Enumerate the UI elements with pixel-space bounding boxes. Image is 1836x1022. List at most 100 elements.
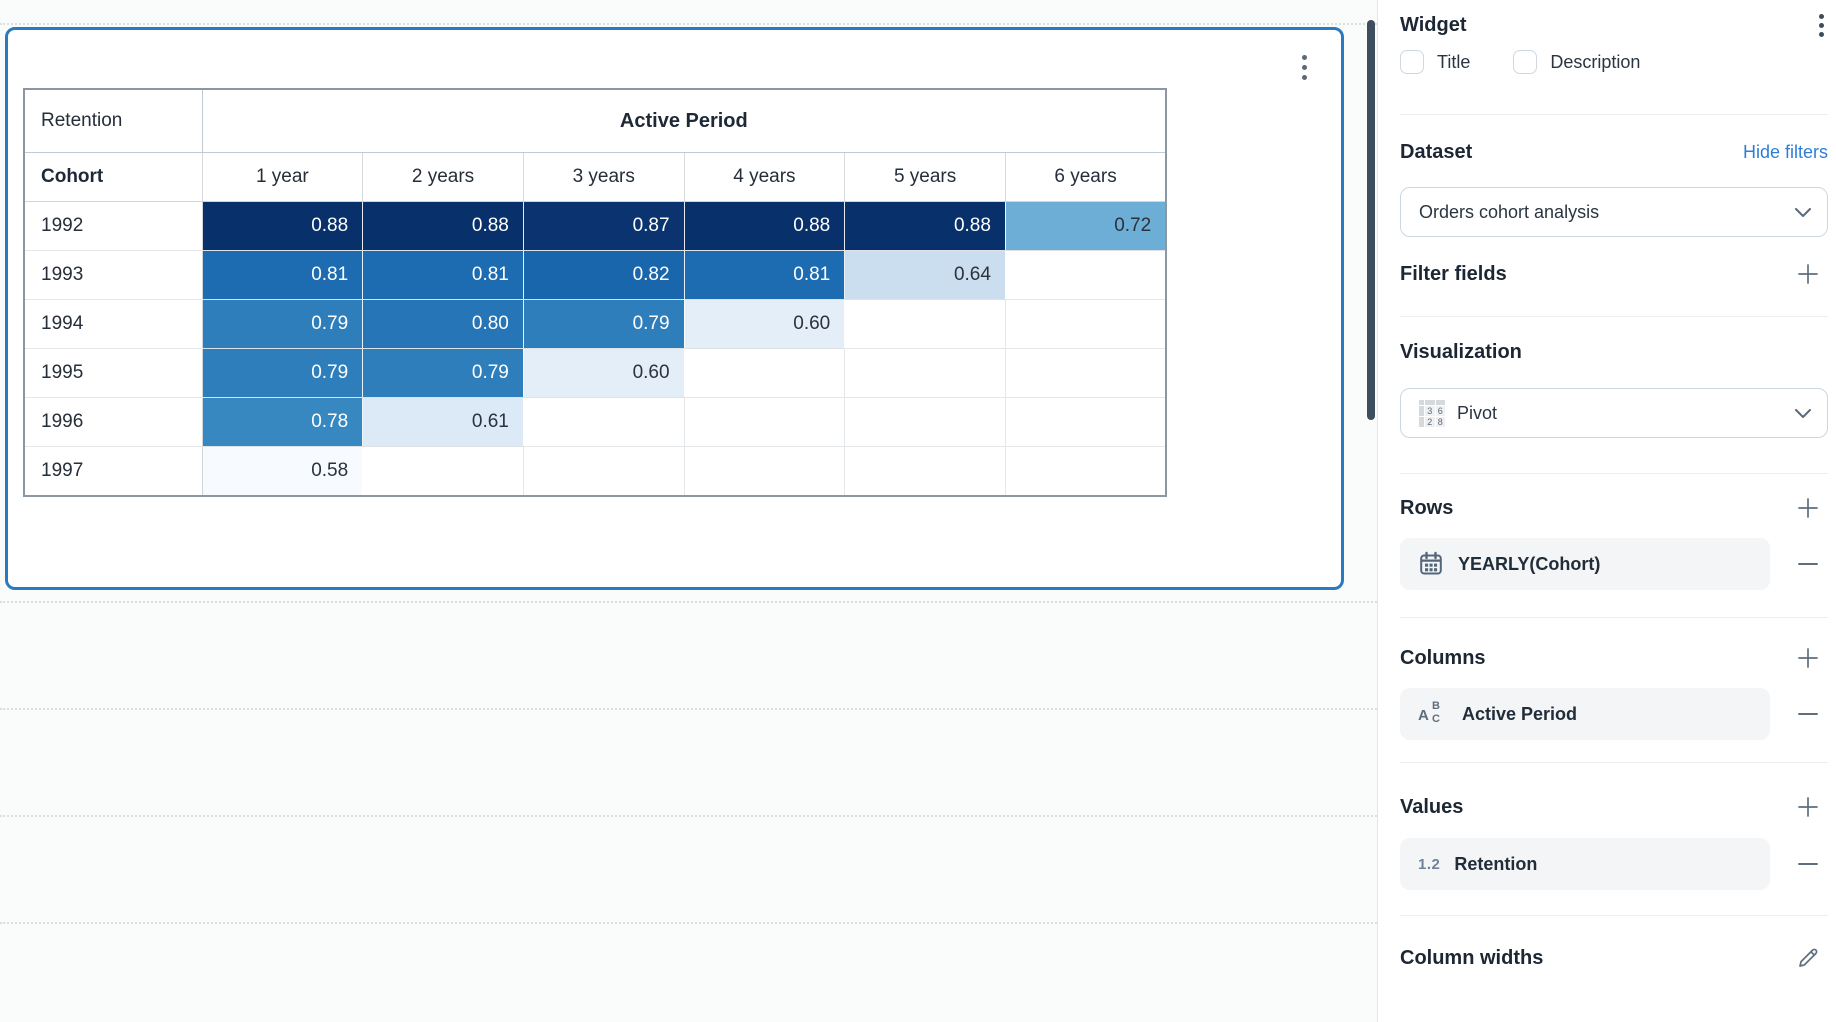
number-field-icon: 1.2 — [1418, 855, 1441, 873]
rows-field-row: YEARLY(Cohort) — [1400, 538, 1828, 590]
pivot-cell[interactable]: 0.88 — [201, 201, 364, 251]
pivot-cell — [1004, 446, 1167, 497]
pivot-cell[interactable]: 0.88 — [362, 201, 524, 251]
pivot-cell[interactable]: 0.60 — [683, 299, 846, 349]
dataset-header: Dataset Hide filters — [1400, 141, 1828, 164]
rows-field-pill[interactable]: YEARLY(Cohort) — [1400, 538, 1770, 590]
pivot-cell[interactable]: 0.80 — [362, 299, 524, 349]
visualization-heading: Visualization — [1400, 341, 1522, 363]
pivot-cell — [522, 446, 685, 497]
description-checkbox[interactable] — [1513, 50, 1538, 74]
pivot-cell — [1004, 348, 1167, 398]
remove-value-field-button[interactable] — [1796, 852, 1820, 876]
rows-field-label: YEARLY(Cohort) — [1458, 553, 1601, 574]
pivot-cell — [844, 348, 1006, 398]
pivot-cell — [844, 299, 1006, 349]
values-heading: Values — [1400, 795, 1464, 818]
pivot-cell[interactable]: 0.60 — [522, 348, 685, 398]
remove-column-field-button[interactable] — [1796, 702, 1820, 726]
chevron-down-icon — [1795, 408, 1811, 418]
sidebar-header: Widget — [1400, 10, 1828, 41]
grid-dotted-line — [0, 708, 1377, 710]
description-checkbox-label: Description — [1550, 51, 1641, 72]
remove-row-field-button[interactable] — [1796, 552, 1820, 576]
pivot-cell[interactable]: 0.79 — [201, 299, 364, 349]
pivot-cell[interactable]: 0.81 — [683, 250, 846, 300]
canvas-scrollbar-thumb[interactable] — [1367, 20, 1375, 420]
pivot-cell[interactable]: 0.58 — [201, 446, 364, 497]
divider — [1400, 762, 1828, 763]
edit-column-widths-button[interactable] — [1796, 946, 1820, 970]
pivot-cell[interactable]: 0.88 — [844, 201, 1006, 251]
values-header: Values — [1400, 795, 1828, 819]
pivot-cell[interactable]: 0.87 — [522, 201, 685, 251]
divider — [1400, 114, 1828, 115]
pivot-cell[interactable]: 0.82 — [522, 250, 685, 300]
pivot-column-header: 2 years — [362, 152, 524, 202]
dataset-select-value: Orders cohort analysis — [1419, 201, 1600, 222]
pivot-row-label: 1992 — [23, 201, 203, 251]
add-filter-field-button[interactable] — [1796, 262, 1820, 286]
grid-dotted-line — [0, 601, 1377, 603]
pivot-cell — [683, 446, 846, 497]
rows-heading: Rows — [1400, 496, 1454, 519]
pivot-cell[interactable]: 0.79 — [201, 348, 364, 398]
pivot-row-label: 1995 — [23, 348, 203, 398]
pivot-cell[interactable]: 0.81 — [201, 250, 364, 300]
sidebar-menu-kebab-icon[interactable] — [1815, 10, 1828, 41]
divider — [1400, 316, 1828, 317]
visualization-select[interactable]: 3 6 2 8 Pivot — [1400, 388, 1828, 438]
pivot-cell[interactable]: 0.64 — [844, 250, 1006, 300]
pivot-column-header: 3 years — [522, 152, 685, 202]
widget-settings-sidebar: Widget Title Description Dataset Hide fi… — [1378, 0, 1836, 1022]
column-widths-header: Column widths — [1400, 946, 1828, 970]
pivot-column-group-label: Active Period — [201, 88, 1167, 153]
pivot-row-label: 1994 — [23, 299, 203, 349]
pivot-cell — [683, 348, 846, 398]
pivot-widget-card[interactable]: Retention Active Period Cohort 1 year 2 year… — [5, 27, 1344, 590]
dashboard-canvas: Retention Active Period Cohort 1 year 2 year… — [0, 23, 1377, 924]
title-checkbox-label: Title — [1437, 51, 1471, 72]
columns-field-label: Active Period — [1462, 703, 1578, 724]
visualization-select-value: Pivot — [1457, 402, 1498, 423]
pivot-cell — [844, 397, 1006, 447]
pivot-cell[interactable]: 0.81 — [362, 250, 524, 300]
sidebar-title: Widget — [1400, 14, 1467, 36]
divider — [1400, 617, 1828, 618]
panel-separator — [1377, 0, 1378, 1022]
hide-filters-link[interactable]: Hide filters — [1742, 142, 1828, 162]
columns-heading: Columns — [1400, 646, 1486, 669]
divider — [1400, 473, 1828, 474]
pivot-cell[interactable]: 0.78 — [201, 397, 364, 447]
plus-icon — [1798, 498, 1818, 518]
add-column-field-button[interactable] — [1796, 646, 1820, 670]
values-field-pill[interactable]: 1.2 Retention — [1400, 838, 1770, 890]
plus-icon — [1798, 648, 1818, 668]
pivot-cell — [1004, 299, 1167, 349]
dataset-select[interactable]: Orders cohort analysis — [1400, 187, 1828, 237]
pivot-cell[interactable]: 0.61 — [362, 397, 524, 447]
add-row-field-button[interactable] — [1796, 496, 1820, 520]
pivot-cell[interactable]: 0.88 — [683, 201, 846, 251]
pivot-cell[interactable]: 0.72 — [1004, 201, 1167, 251]
plus-icon — [1798, 797, 1818, 817]
widget-menu-kebab-icon[interactable] — [1298, 51, 1311, 84]
divider — [1400, 915, 1828, 916]
plus-icon — [1798, 264, 1818, 284]
add-value-field-button[interactable] — [1796, 795, 1820, 819]
pivot-cell[interactable]: 0.79 — [362, 348, 524, 398]
title-checkbox[interactable] — [1400, 50, 1424, 74]
pivot-cell — [362, 446, 524, 497]
minus-icon — [1798, 713, 1818, 715]
values-field-label: Retention — [1454, 853, 1538, 874]
pivot-cell — [844, 446, 1006, 497]
grid-dotted-line — [0, 815, 1377, 817]
pivot-cell[interactable]: 0.79 — [522, 299, 685, 349]
pivot-row-label: 1996 — [23, 397, 203, 447]
pivot-table-container: Retention Active Period Cohort 1 year 2 year… — [23, 88, 1168, 497]
filter-fields-heading: Filter fields — [1400, 262, 1507, 285]
widget-toggles-row: Title Description — [1400, 50, 1828, 74]
